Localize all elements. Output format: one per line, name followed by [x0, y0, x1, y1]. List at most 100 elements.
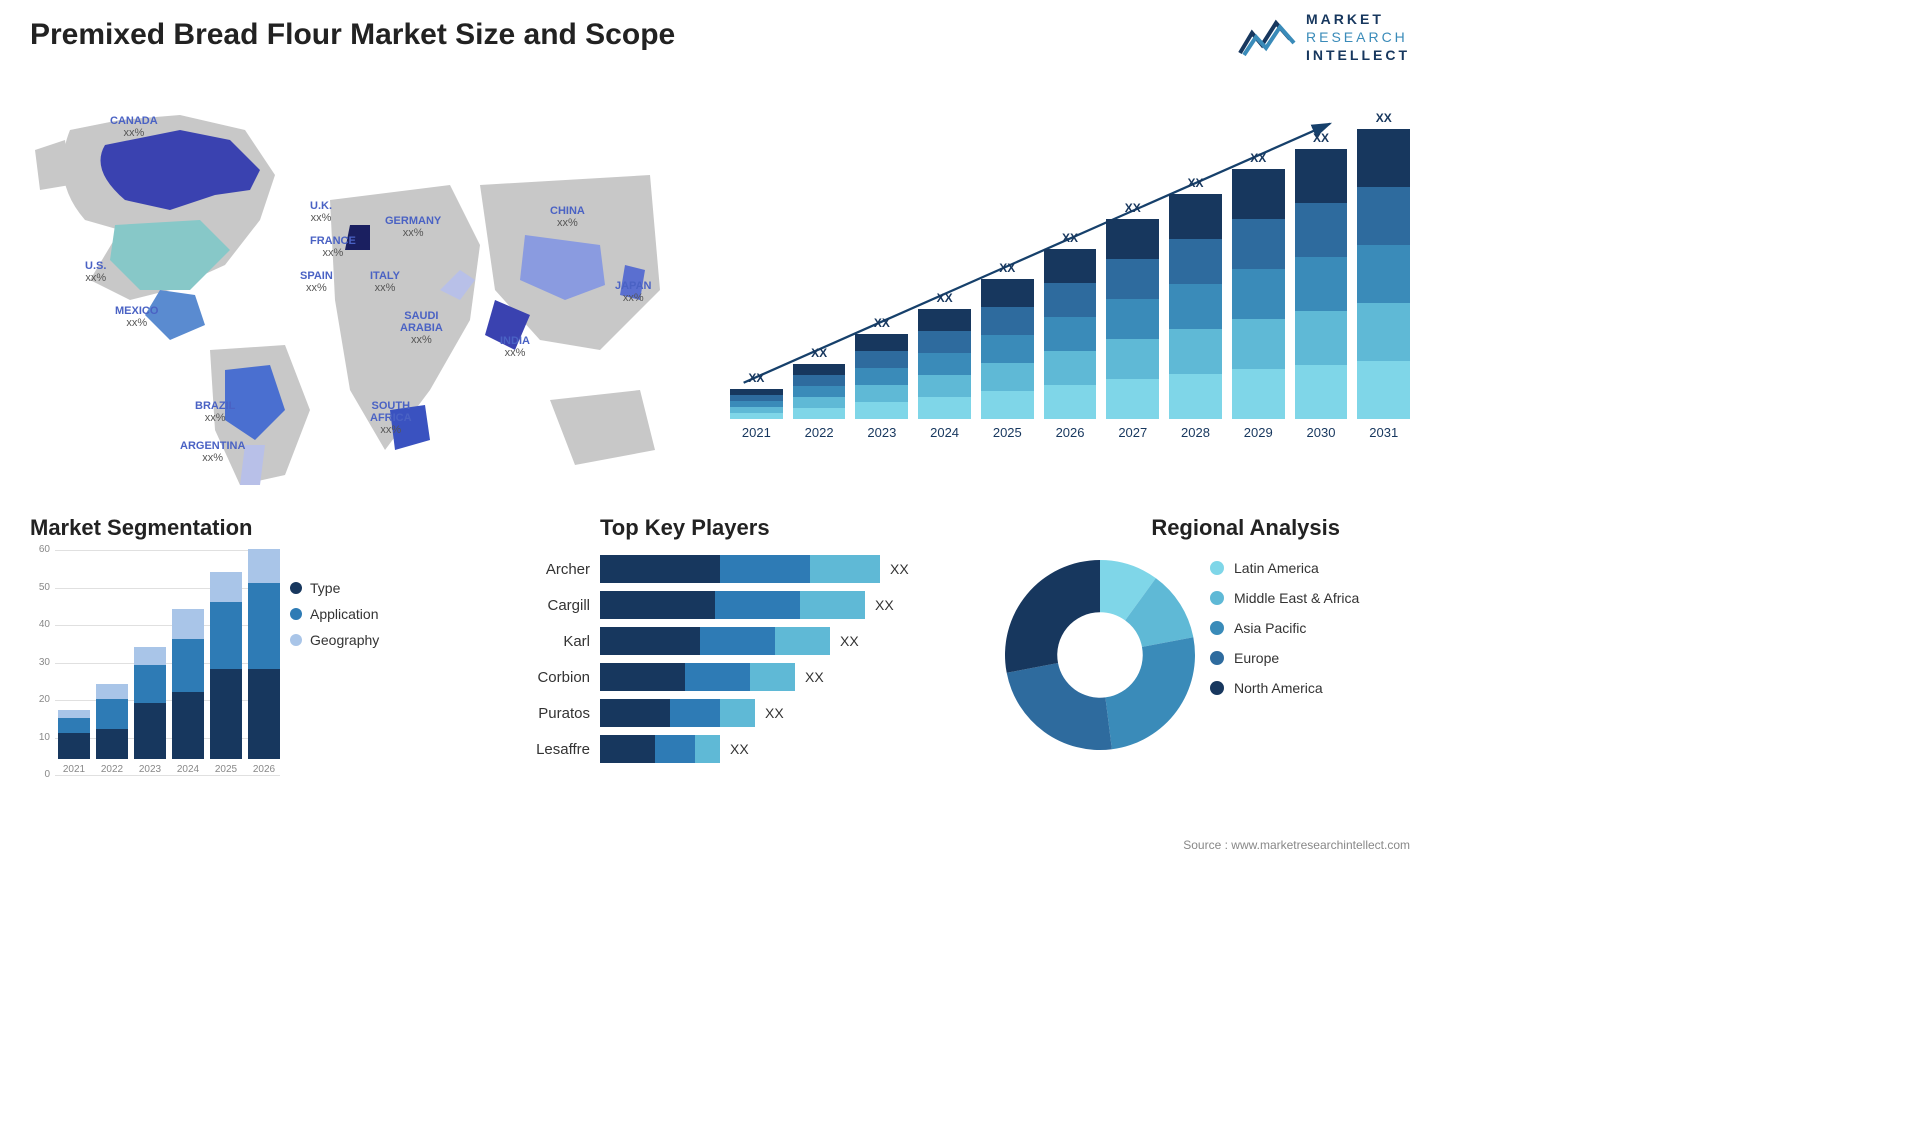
seg-legend-item: Application	[290, 606, 430, 622]
growth-bar-segment	[1232, 269, 1285, 319]
map-label: GERMANYxx%	[385, 215, 441, 239]
player-name: Karl	[490, 633, 600, 650]
player-value: XX	[875, 597, 894, 613]
seg-ytick: 40	[30, 619, 50, 630]
seg-legend-label: Geography	[310, 632, 379, 648]
legend-dot-icon	[1210, 681, 1224, 695]
growth-bar-value: XX	[811, 346, 827, 360]
growth-bar-segment	[1044, 351, 1097, 385]
player-row: Cargill XX	[490, 591, 990, 619]
segmentation-legend: Type Application Geography	[290, 580, 430, 658]
regional-donut-chart	[1000, 555, 1200, 755]
growth-bar-segment	[1295, 203, 1348, 257]
growth-bar-segment	[981, 363, 1034, 391]
seg-legend-label: Type	[310, 580, 340, 596]
seg-bar: 2024	[172, 609, 204, 775]
player-value: XX	[840, 633, 859, 649]
growth-bar-year: 2025	[993, 425, 1022, 440]
growth-bar-segment	[1106, 379, 1159, 419]
growth-bar-segment	[1044, 317, 1097, 351]
growth-bar-segment	[1044, 283, 1097, 317]
growth-bar-segment	[981, 391, 1034, 419]
player-bar-segment	[600, 627, 700, 655]
legend-dot-icon	[290, 608, 302, 620]
growth-bar-segment	[918, 309, 971, 331]
legend-dot-icon	[1210, 621, 1224, 635]
donut-slice	[1105, 637, 1195, 749]
growth-bar-segment	[1169, 284, 1222, 329]
seg-bar-segment	[172, 692, 204, 760]
seg-bar-segment	[58, 710, 90, 718]
growth-bar-segment	[1232, 219, 1285, 269]
players-heading: Top Key Players	[600, 515, 770, 541]
growth-bar: XX2021	[730, 371, 783, 440]
growth-bar-segment	[855, 368, 908, 385]
seg-bar-segment	[248, 583, 280, 669]
growth-bar: XX2023	[855, 316, 908, 440]
map-label: ARGENTINAxx%	[180, 440, 245, 464]
growth-bar-year: 2027	[1118, 425, 1147, 440]
segmentation-chart: 0102030405060 202120222023202420252026 T…	[30, 550, 430, 800]
growth-bar-value: XX	[1062, 231, 1078, 245]
growth-bar-value: XX	[874, 316, 890, 330]
growth-bar-segment	[1232, 369, 1285, 419]
player-bar-segment	[700, 627, 775, 655]
growth-bar-value: XX	[1125, 201, 1141, 215]
growth-bar-segment	[1295, 311, 1348, 365]
player-value: XX	[805, 669, 824, 685]
donut-legend-label: Asia Pacific	[1234, 620, 1306, 636]
growth-bar-segment	[1106, 259, 1159, 299]
growth-bar-year: 2026	[1056, 425, 1085, 440]
player-bar-segment	[720, 699, 755, 727]
legend-dot-icon	[290, 582, 302, 594]
seg-bar-segment	[210, 602, 242, 670]
player-bar-segment	[810, 555, 880, 583]
growth-bar-segment	[1232, 169, 1285, 219]
seg-bar-year: 2026	[253, 764, 275, 775]
player-row: ArcherXX	[490, 555, 990, 583]
seg-ytick: 60	[30, 544, 50, 555]
growth-bar-segment	[981, 279, 1034, 307]
seg-bar-segment	[172, 639, 204, 692]
growth-bar-segment	[1295, 149, 1348, 203]
legend-dot-icon	[1210, 561, 1224, 575]
player-row: CorbionXX	[490, 663, 990, 691]
seg-ytick: 50	[30, 582, 50, 593]
growth-bar-value: XX	[1313, 131, 1329, 145]
growth-bar-segment	[855, 351, 908, 368]
seg-bar-segment	[96, 684, 128, 699]
logo-line2: RESEARCH	[1306, 28, 1410, 46]
growth-bar-segment	[1357, 361, 1410, 419]
growth-bar-segment	[855, 385, 908, 402]
player-name: Cargill	[490, 597, 600, 614]
seg-bar-segment	[58, 733, 90, 759]
growth-bar-value: XX	[748, 371, 764, 385]
players-chart: ArcherXXCargillXXKarlXXCorbionXXPuratosX…	[490, 555, 990, 771]
seg-bar-segment	[172, 609, 204, 639]
growth-bar-segment	[981, 307, 1034, 335]
growth-bar-segment	[1169, 239, 1222, 284]
seg-bar-year: 2022	[101, 764, 123, 775]
growth-bar-segment	[1169, 374, 1222, 419]
player-bar-segment	[600, 699, 670, 727]
growth-bar-segment	[918, 375, 971, 397]
map-label: U.S.xx%	[85, 260, 106, 284]
seg-bar: 2023	[134, 647, 166, 776]
seg-bar: 2026	[248, 549, 280, 775]
growth-bar-segment	[1357, 187, 1410, 245]
regional-legend: Latin AmericaMiddle East & AfricaAsia Pa…	[1210, 560, 1410, 710]
growth-bar-year: 2031	[1369, 425, 1398, 440]
map-label: SOUTHAFRICAxx%	[370, 400, 412, 436]
growth-bar-segment	[1357, 245, 1410, 303]
player-bar-segment	[670, 699, 720, 727]
growth-bar-year: 2022	[805, 425, 834, 440]
seg-legend-item: Geography	[290, 632, 430, 648]
growth-bar: XX 2027	[1106, 201, 1159, 440]
map-label: MEXICOxx%	[115, 305, 158, 329]
source-text: Source : www.marketresearchintellect.com	[1183, 838, 1410, 852]
growth-bar-value: XX	[1188, 176, 1204, 190]
growth-bar-segment	[981, 335, 1034, 363]
donut-legend-label: Europe	[1234, 650, 1279, 666]
world-map: CANADAxx%U.S.xx%MEXICOxx%BRAZILxx%ARGENT…	[30, 90, 680, 490]
growth-bar-segment	[1295, 365, 1348, 419]
